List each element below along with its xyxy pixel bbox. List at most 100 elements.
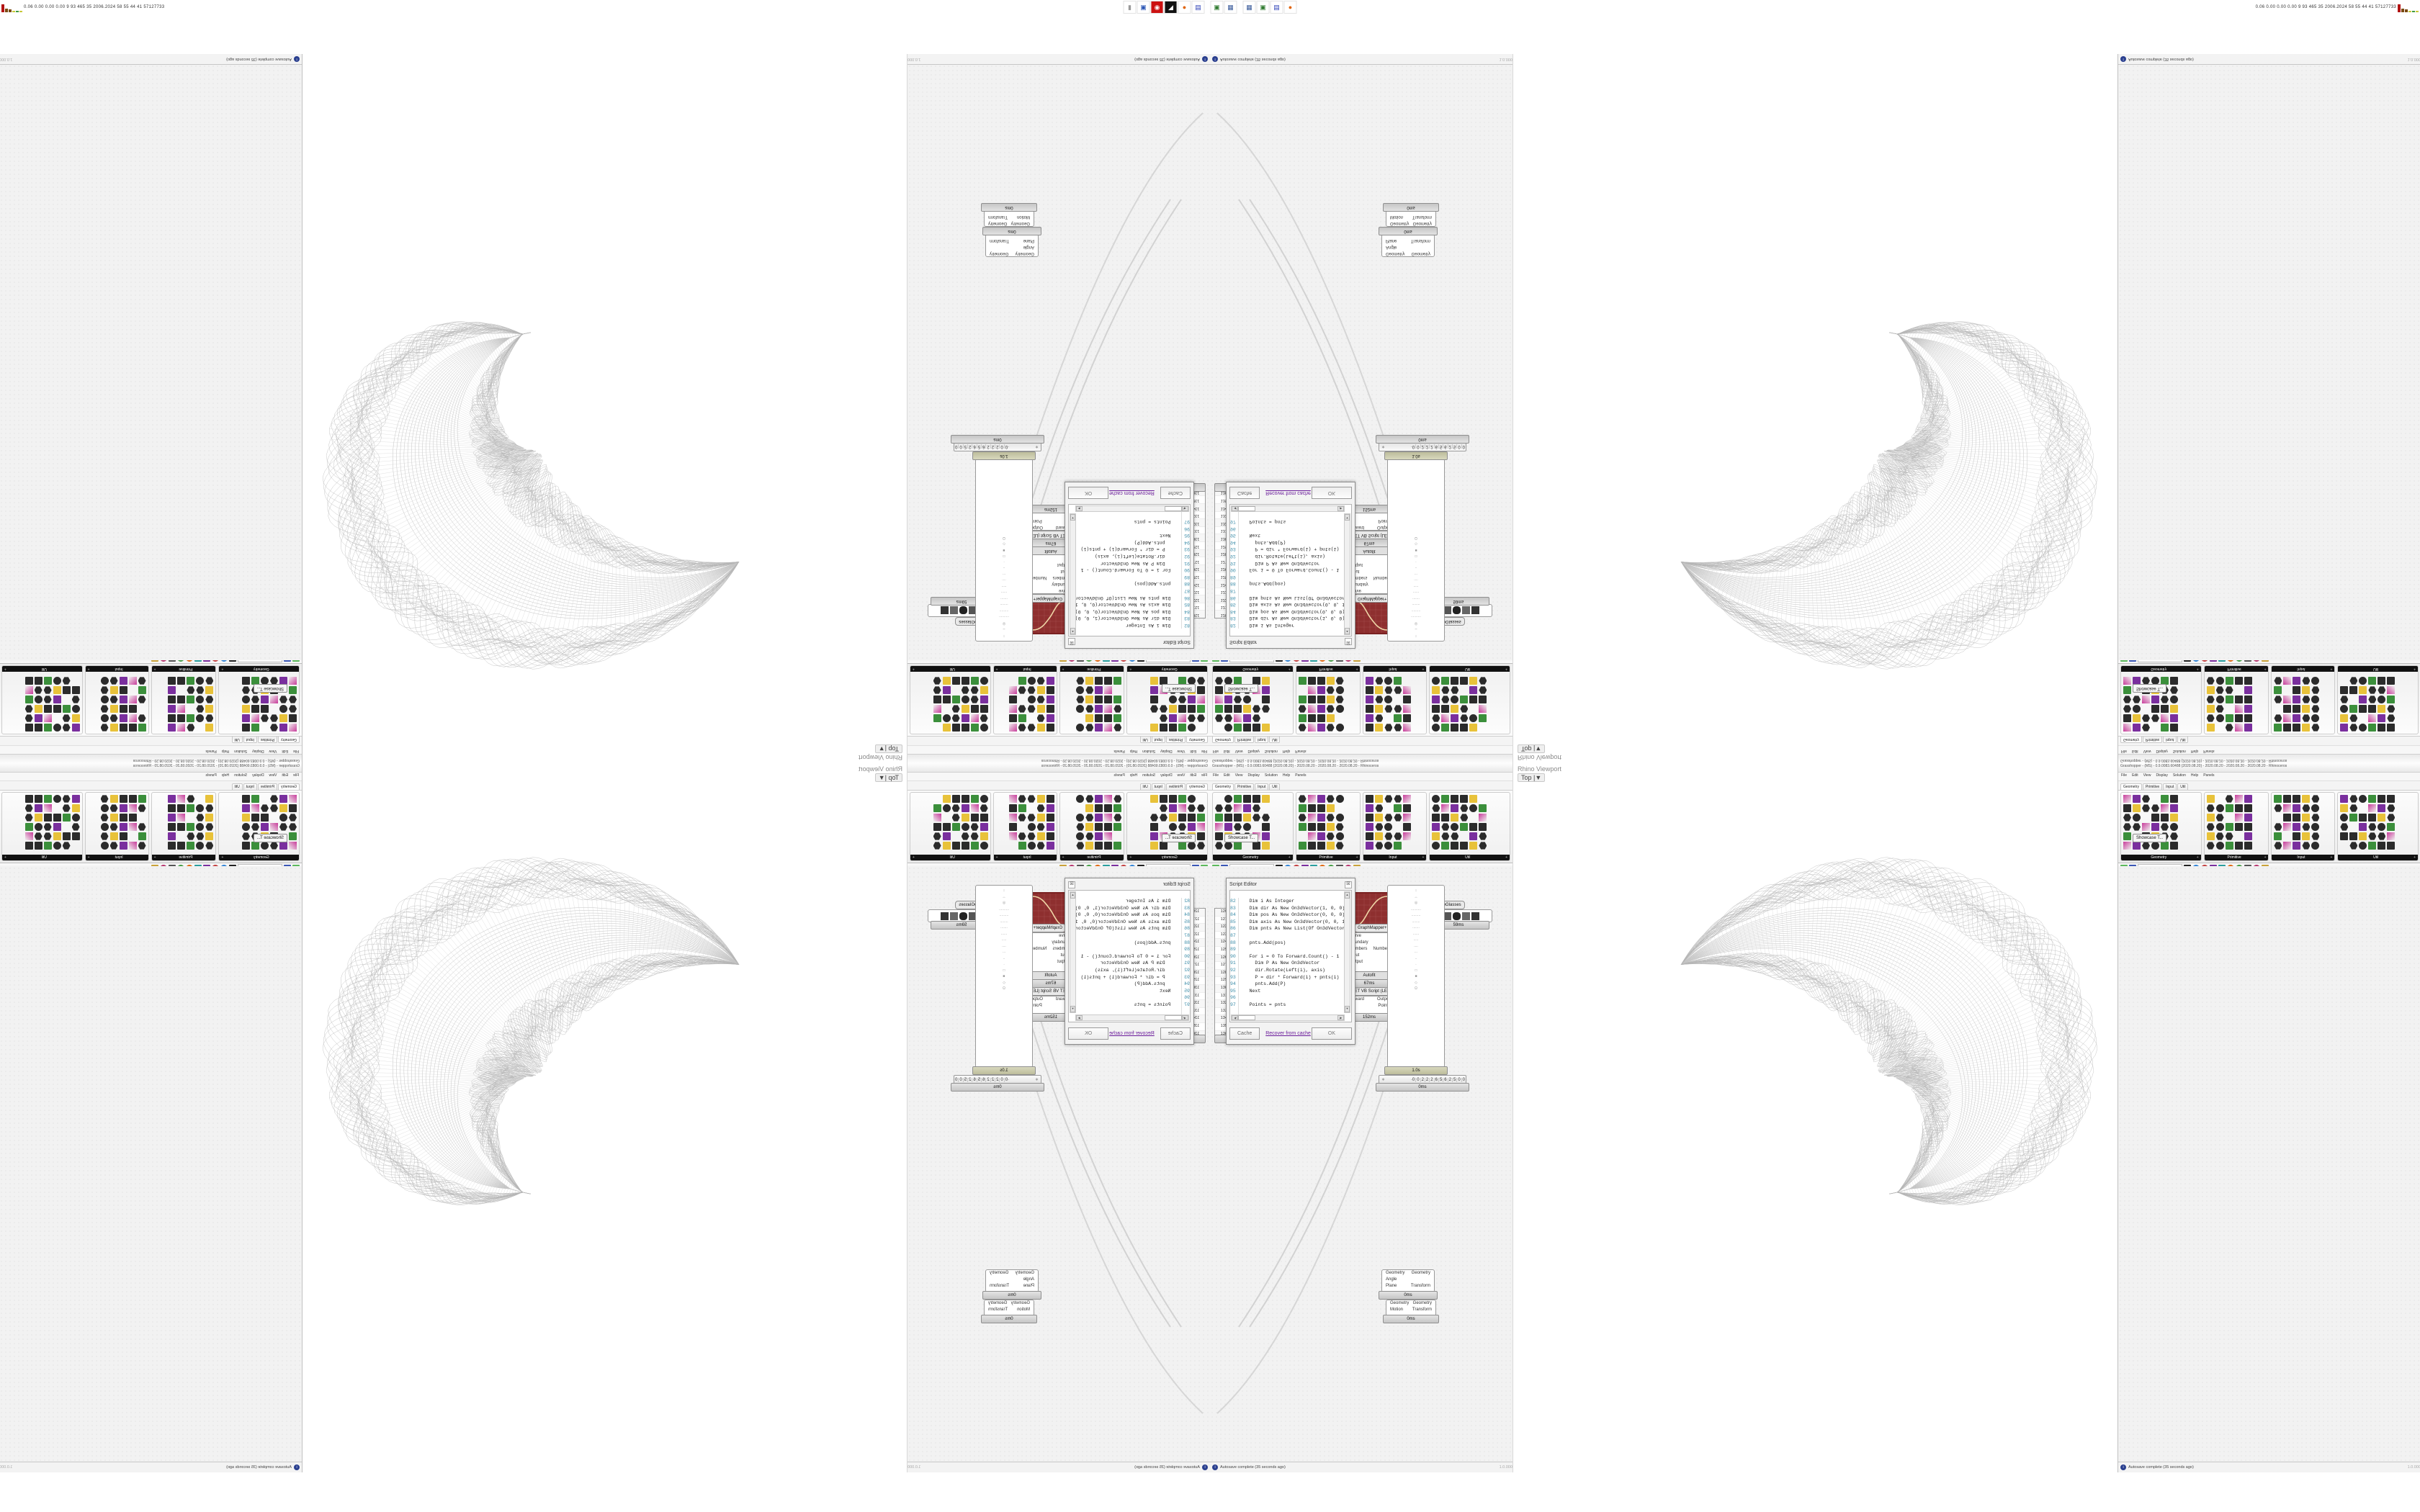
- port-angle[interactable]: Angle: [1386, 1277, 1397, 1282]
- component-icon[interactable]: [1008, 723, 1018, 732]
- component-icon[interactable]: [2311, 832, 2320, 841]
- component-icon[interactable]: [100, 676, 109, 685]
- component-icon[interactable]: [2225, 794, 2234, 804]
- component-icon[interactable]: [1094, 822, 1103, 832]
- component-icon[interactable]: [1214, 832, 1224, 841]
- component-icon[interactable]: [2244, 695, 2253, 704]
- component-icon[interactable]: [1094, 695, 1103, 704]
- component-icon[interactable]: [176, 704, 186, 714]
- component-icon[interactable]: [109, 794, 119, 804]
- rhino-viewport[interactable]: Rhino Viewport Top |▼: [301, 54, 908, 763]
- menu-panels[interactable]: Panels: [1113, 773, 1125, 778]
- component-icon[interactable]: [1307, 714, 1317, 723]
- rotate-component[interactable]: Geometry Geometry Angle Plane Transform: [1381, 1269, 1435, 1292]
- grasshopper-tabstrip[interactable]: Geometry Primitive Input Util: [1210, 737, 1512, 745]
- component-icon[interactable]: [119, 841, 128, 850]
- component-icon[interactable]: [1307, 794, 1317, 804]
- component-icon[interactable]: [186, 794, 195, 804]
- menu-panels[interactable]: Panels: [1113, 749, 1125, 753]
- component-icon[interactable]: [970, 695, 980, 704]
- component-icon[interactable]: [2386, 685, 2396, 695]
- script-editor-code-area[interactable]: 82 83 84 85 86 87 88 89 90 91 92 93 94 95 96 97 Dim i A…: [1068, 890, 1191, 1022]
- component-icon[interactable]: [1018, 704, 1027, 714]
- component-icon[interactable]: [1440, 832, 1450, 841]
- component-icon[interactable]: [1008, 714, 1018, 723]
- component-icon[interactable]: [2160, 695, 2169, 704]
- component-icon[interactable]: [1469, 832, 1478, 841]
- component-icon[interactable]: [2282, 676, 2292, 685]
- ribbon-group-util-2[interactable]: + Util: [1, 792, 83, 861]
- component-icon[interactable]: [2215, 685, 2225, 695]
- component-icon[interactable]: [1214, 685, 1224, 695]
- component-icon[interactable]: [2151, 695, 2160, 704]
- component-icon[interactable]: [1085, 704, 1094, 714]
- menu-edit[interactable]: Edit: [1224, 773, 1230, 778]
- component-icon[interactable]: [167, 723, 176, 732]
- hscroll-thumb[interactable]: [1165, 1015, 1182, 1020]
- ok-button[interactable]: OK: [1311, 487, 1352, 500]
- component-icon[interactable]: [1196, 695, 1206, 704]
- menu-view[interactable]: View: [1177, 749, 1186, 753]
- tab-input-2[interactable]: Input: [243, 737, 257, 743]
- component-icon[interactable]: [2377, 813, 2386, 822]
- menu-display[interactable]: Display: [1160, 749, 1173, 753]
- component-icon[interactable]: [205, 832, 214, 841]
- component-icon[interactable]: [1094, 804, 1103, 813]
- component-icon[interactable]: [241, 804, 251, 813]
- grasshopper-tabstrip-2[interactable]: Geometry Primitive Input Util: [2118, 737, 2420, 745]
- component-icon[interactable]: [1365, 794, 1374, 804]
- component-icon[interactable]: [1046, 723, 1055, 732]
- stack-glasses-icon[interactable]: [1462, 606, 1470, 615]
- scroll-up-icon[interactable]: ▲: [1070, 892, 1075, 899]
- component-icon[interactable]: [138, 695, 147, 704]
- component-icon[interactable]: [1440, 813, 1450, 822]
- menu-solution[interactable]: Solution: [1264, 749, 1278, 753]
- component-icon[interactable]: [1075, 685, 1085, 695]
- component-icon[interactable]: [1046, 813, 1055, 822]
- component-icon[interactable]: [942, 841, 951, 850]
- component-icon[interactable]: [43, 723, 53, 732]
- component-icon[interactable]: [2273, 832, 2282, 841]
- component-icon[interactable]: [2244, 794, 2253, 804]
- component-icon[interactable]: [2349, 704, 2358, 714]
- menu-edit-2[interactable]: Edit: [282, 749, 288, 753]
- ribbon-expand-geometry[interactable]: +: [1129, 855, 1132, 860]
- code-text[interactable]: Dim i As Integer Dim dir As New On3dVect…: [1072, 899, 1177, 1007]
- component-icon[interactable]: [1298, 822, 1307, 832]
- component-icon[interactable]: [2244, 685, 2253, 695]
- component-icon[interactable]: [1150, 695, 1159, 704]
- component-icon[interactable]: [2225, 832, 2234, 841]
- component-icon[interactable]: [195, 822, 205, 832]
- number-stack-component[interactable]: ↕ ↔ ◎ ....................................…: [975, 885, 1033, 1068]
- component-icon[interactable]: [1196, 714, 1206, 723]
- component-icon[interactable]: [2123, 685, 2132, 695]
- port-transform-out[interactable]: Transform: [990, 238, 1010, 243]
- plugin-glasses-icon[interactable]: [941, 912, 949, 920]
- component-icon[interactable]: [970, 685, 980, 695]
- tab-util-2[interactable]: Util: [231, 737, 243, 743]
- component-icon[interactable]: [1317, 813, 1326, 822]
- component-icon[interactable]: [942, 695, 951, 704]
- port-motion[interactable]: Motion: [1016, 215, 1030, 219]
- component-icon[interactable]: [1094, 794, 1103, 804]
- component-icon[interactable]: [2282, 714, 2292, 723]
- component-icon[interactable]: [961, 822, 970, 832]
- component-icon[interactable]: [119, 695, 128, 704]
- component-icon[interactable]: [1393, 794, 1402, 804]
- menu-file-2[interactable]: File: [292, 773, 299, 778]
- viewport-view-selector[interactable]: Top |▼: [1518, 773, 1546, 782]
- menu-file[interactable]: File: [1213, 773, 1219, 778]
- component-icon[interactable]: [1018, 813, 1027, 822]
- component-icon[interactable]: [2292, 695, 2301, 704]
- component-icon[interactable]: [2311, 794, 2320, 804]
- component-icon[interactable]: [1036, 704, 1046, 714]
- component-icon[interactable]: [62, 841, 71, 850]
- component-icon[interactable]: [288, 841, 297, 850]
- port-motion[interactable]: Motion: [1390, 1308, 1404, 1312]
- component-icon[interactable]: [1113, 695, 1122, 704]
- component-icon[interactable]: [1402, 832, 1412, 841]
- component-icon[interactable]: [1242, 704, 1252, 714]
- component-icon[interactable]: [119, 714, 128, 723]
- component-icon[interactable]: [1298, 714, 1307, 723]
- tab-primitive-2[interactable]: Primitive: [2142, 737, 2163, 743]
